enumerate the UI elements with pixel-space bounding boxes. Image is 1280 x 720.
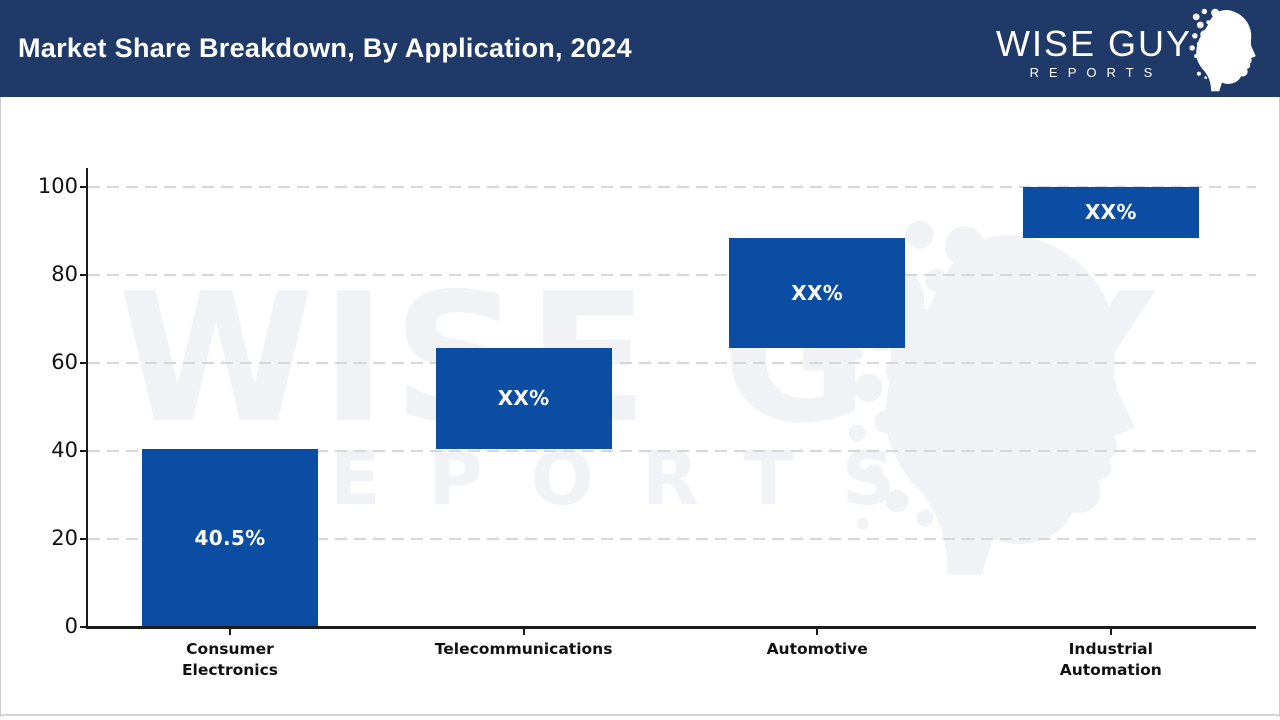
y-tick-label: 20	[51, 526, 78, 550]
y-tick-label: 40	[51, 438, 78, 462]
watermark-text-line2: REPORTS	[225, 436, 944, 522]
x-axis-spine	[86, 626, 1256, 629]
x-category-label: Telecommunications	[404, 639, 644, 660]
x-category-label: Consumer Electronics	[110, 639, 350, 681]
gridline	[88, 450, 1256, 452]
bar-segment: 40.5%	[142, 448, 318, 627]
gridline	[88, 274, 1256, 276]
page-border-left	[0, 97, 1, 717]
logo-text-line1: WISE GUY	[995, 23, 1192, 64]
header-bar: Market Share Breakdown, By Application, …	[0, 0, 1280, 97]
x-category-label-line: Consumer	[186, 640, 274, 658]
x-category-label-line: Electronics	[181, 661, 279, 679]
bar-segment: XX%	[729, 237, 906, 348]
y-tick-mark	[80, 362, 88, 364]
y-tick-mark	[80, 450, 88, 452]
bar-value-label: XX%	[791, 280, 844, 305]
y-tick-label: 80	[51, 262, 78, 286]
y-axis-spine	[86, 168, 88, 629]
x-category-label-line: Automation	[1059, 661, 1162, 679]
gridline	[88, 362, 1256, 364]
x-tick-mark	[1109, 627, 1112, 635]
x-category-label-line: Industrial	[1068, 640, 1153, 658]
x-category-label: Automotive	[697, 639, 937, 660]
bar-value-label: XX%	[1084, 200, 1137, 225]
x-category-label: Industrial Automation	[991, 639, 1231, 681]
bar-segment: XX%	[1022, 187, 1199, 238]
y-tick-mark	[80, 626, 88, 628]
logo-text-line2: REPORTS	[1029, 65, 1163, 80]
y-tick-mark	[80, 186, 88, 188]
gridline	[88, 186, 1256, 188]
x-category-label-line: Automotive	[766, 640, 868, 658]
logo-text: WISE GUY REPORTS	[995, 23, 1192, 81]
page-title: Market Share Breakdown, By Application, …	[18, 33, 632, 63]
logo-face-icon	[1182, 6, 1270, 94]
x-tick-mark	[522, 627, 525, 635]
gridline	[88, 538, 1256, 540]
y-tick-label: 60	[51, 350, 78, 374]
bar-value-label: XX%	[497, 386, 550, 411]
wiseguy-logo: WISE GUY REPORTS	[996, 6, 1270, 94]
x-tick-mark	[229, 627, 231, 635]
y-tick-label: 100	[37, 174, 78, 198]
y-tick-mark	[80, 274, 88, 276]
y-tick-mark	[80, 538, 88, 540]
x-tick-mark	[816, 627, 819, 635]
bar-segment: XX%	[435, 347, 612, 449]
y-tick-label: 0	[64, 614, 78, 638]
x-category-label-line: Telecommunications	[434, 640, 613, 658]
page-border-bottom	[0, 714, 1280, 716]
bar-value-label: 40.5%	[194, 525, 266, 550]
